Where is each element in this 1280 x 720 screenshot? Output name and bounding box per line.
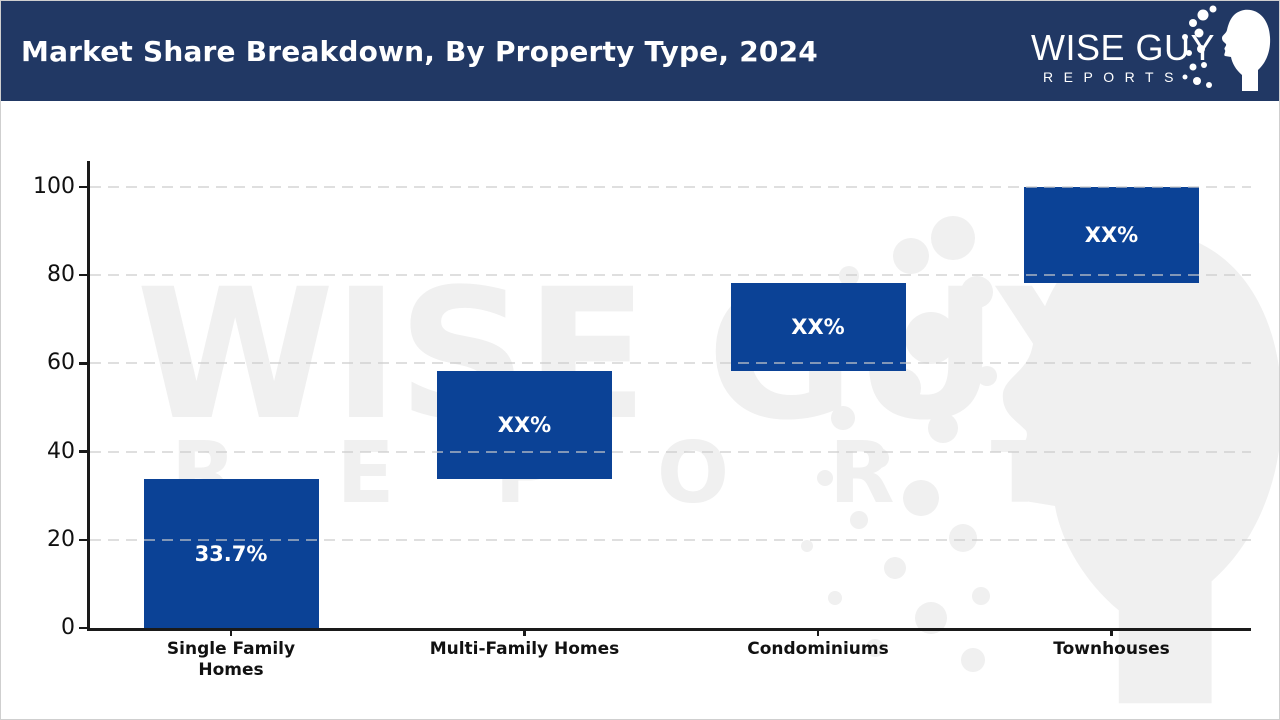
x-axis-line [87, 628, 1251, 631]
bar-value-label: XX% [497, 413, 552, 438]
logo-reports-text: REPORTS [1043, 69, 1184, 85]
y-tick [79, 450, 88, 453]
logo-head-icon [1182, 5, 1271, 91]
wise-guy-reports-logo: WISE GUY REPORTS [1031, 5, 1271, 91]
x-category-label: Single Family Homes [166, 639, 296, 681]
x-category-label: Condominiums [747, 639, 889, 659]
y-tick [79, 538, 88, 542]
bar [1024, 187, 1199, 283]
bar [437, 370, 612, 480]
bar-value-label: 33.7% [194, 541, 268, 566]
gridline [90, 538, 1251, 541]
bar-value-label: XX% [791, 314, 845, 339]
y-tick [79, 362, 88, 365]
gridline [90, 186, 1251, 188]
y-tick-label: 60 [47, 350, 75, 376]
x-tick [229, 628, 233, 636]
x-tick [1110, 628, 1113, 636]
y-tick [79, 273, 88, 277]
y-axis-line [87, 161, 90, 630]
gridline [90, 450, 1251, 453]
y-tick [79, 185, 88, 189]
y-tick-label: 20 [47, 526, 75, 552]
x-tick [816, 628, 820, 636]
gridline [90, 362, 1251, 365]
bar [730, 282, 906, 371]
x-category-label: Multi-Family Homes [429, 639, 620, 659]
bar [143, 479, 319, 628]
x-tick [523, 628, 526, 636]
logo-wise-guy-text: WISE GUY [1031, 27, 1215, 68]
chart-title: Market Share Breakdown, By Property Type… [21, 34, 818, 68]
bar-value-label: XX% [1084, 222, 1139, 247]
y-tick-label: 0 [61, 615, 75, 640]
y-tick-label: 40 [47, 438, 75, 464]
header-bar: Market Share Breakdown, By Property Type… [1, 1, 1279, 101]
y-tick [79, 626, 88, 630]
y-tick-label: 100 [33, 174, 75, 199]
y-tick-label: 80 [47, 262, 75, 288]
gridline [90, 274, 1251, 277]
x-category-label: Townhouses [1053, 639, 1170, 659]
